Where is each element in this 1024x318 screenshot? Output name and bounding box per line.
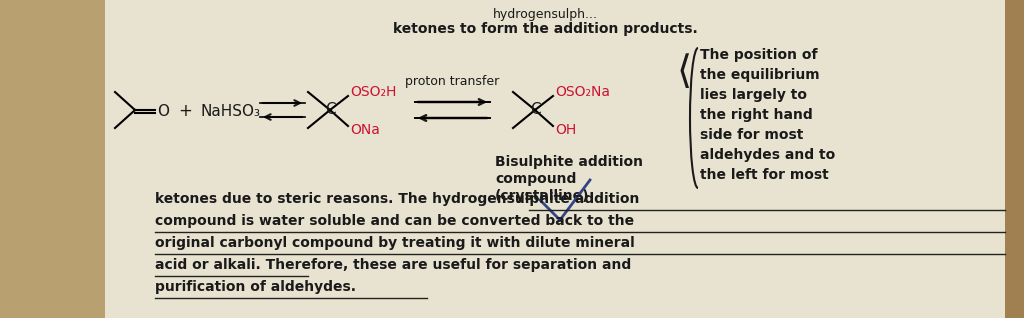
Bar xyxy=(105,0,1024,318)
Bar xyxy=(1005,0,1024,318)
Text: proton transfer: proton transfer xyxy=(404,75,499,88)
Text: lies largely to: lies largely to xyxy=(700,88,807,102)
Text: the left for most: the left for most xyxy=(700,168,828,182)
Text: ketones to form the addition products.: ketones to form the addition products. xyxy=(392,22,697,36)
Text: ⟨: ⟨ xyxy=(677,53,692,91)
Text: original carbonyl compound by treating it with dilute mineral: original carbonyl compound by treating i… xyxy=(155,236,635,250)
Text: compound is water soluble and can be converted back to the: compound is water soluble and can be con… xyxy=(155,214,634,228)
Text: O: O xyxy=(157,103,169,119)
Text: acid or alkali. Therefore, these are useful for separation and: acid or alkali. Therefore, these are use… xyxy=(155,258,631,272)
Text: C: C xyxy=(529,102,541,117)
Text: ketones due to steric reasons. The hydrogensulphite addition: ketones due to steric reasons. The hydro… xyxy=(155,192,639,206)
Text: the equilibrium: the equilibrium xyxy=(700,68,819,82)
Text: aldehydes and to: aldehydes and to xyxy=(700,148,836,162)
Text: OH: OH xyxy=(555,123,577,137)
Text: purification of aldehydes.: purification of aldehydes. xyxy=(155,280,356,294)
Text: +: + xyxy=(178,102,191,120)
Text: side for most: side for most xyxy=(700,128,804,142)
Text: Bisulphite addition: Bisulphite addition xyxy=(495,155,643,169)
Text: (crystalline): (crystalline) xyxy=(495,189,590,203)
Text: the right hand: the right hand xyxy=(700,108,813,122)
Text: NaHSO₃: NaHSO₃ xyxy=(200,103,260,119)
Text: OSO₂Na: OSO₂Na xyxy=(555,85,610,99)
Text: C: C xyxy=(325,102,335,117)
Text: hydrogensulph...: hydrogensulph... xyxy=(493,8,597,21)
Text: compound: compound xyxy=(495,172,577,186)
Text: OSO₂H: OSO₂H xyxy=(350,85,396,99)
Text: The position of: The position of xyxy=(700,48,817,62)
Text: ONa: ONa xyxy=(350,123,380,137)
Bar xyxy=(0,0,105,318)
